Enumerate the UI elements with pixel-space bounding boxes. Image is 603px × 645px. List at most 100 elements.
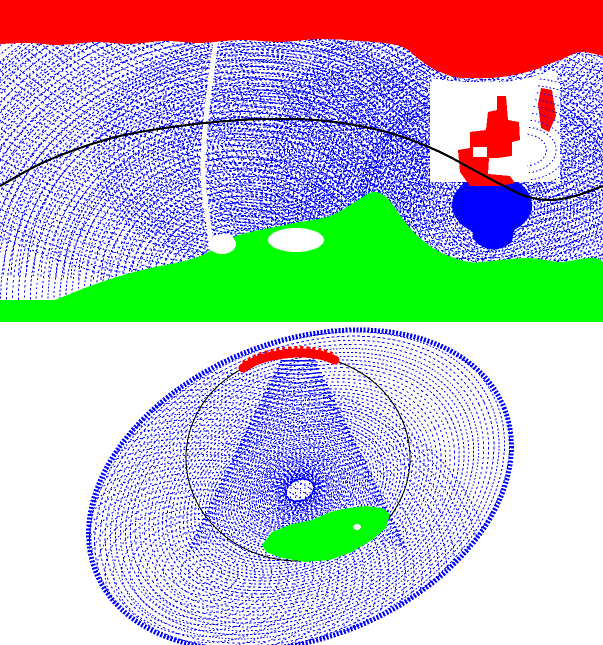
streamline xyxy=(106,173,364,308)
green-patch-hole xyxy=(353,524,361,530)
void-streamlines xyxy=(527,78,603,222)
shell-contour xyxy=(124,359,465,628)
shell-contour xyxy=(139,370,451,616)
streamline xyxy=(263,82,603,211)
streamline xyxy=(142,207,331,306)
streamline xyxy=(0,141,603,226)
red-band-lobe xyxy=(410,0,603,79)
streamline xyxy=(172,85,364,219)
vortex-streamline xyxy=(40,406,440,645)
shell-contour xyxy=(161,388,429,598)
bottom-panel-canvas xyxy=(0,322,603,645)
vortex-streamline xyxy=(87,489,323,645)
streamline xyxy=(91,7,509,81)
streamline xyxy=(13,55,587,157)
shell-contour xyxy=(270,469,327,513)
streamline xyxy=(0,125,603,214)
streamline xyxy=(43,36,557,128)
streamline xyxy=(226,123,310,181)
meridian-streamline xyxy=(309,360,379,542)
streamline xyxy=(23,94,442,313)
streamline xyxy=(118,184,353,308)
streamline xyxy=(528,126,557,174)
meridian-streamline xyxy=(236,360,290,539)
meridian-streamline xyxy=(258,360,293,537)
shell-contour xyxy=(157,384,434,602)
shell-contour xyxy=(194,412,398,573)
vortex-streamline xyxy=(162,542,248,602)
streamline xyxy=(49,33,551,122)
streamline xyxy=(19,51,581,151)
green-surface-hole xyxy=(208,234,236,254)
streamline xyxy=(0,206,603,278)
shell-contour xyxy=(197,415,395,570)
vortex-streamline xyxy=(146,530,264,614)
shell-contour xyxy=(282,477,316,504)
shell-contour xyxy=(186,407,406,579)
meridian-streamline xyxy=(299,360,314,536)
meridian-streamline xyxy=(300,360,320,536)
green-baseline xyxy=(0,300,603,322)
streamline xyxy=(142,65,394,239)
meridian-streamline xyxy=(308,360,370,541)
meridian-streamline xyxy=(288,360,298,536)
vortex-streamline xyxy=(137,524,273,620)
meridian-streamline xyxy=(282,360,297,536)
streamline xyxy=(83,150,386,310)
streamline xyxy=(0,39,487,163)
streamline xyxy=(255,143,281,161)
vortex-streamline xyxy=(129,518,281,626)
shell-contour xyxy=(148,378,442,609)
shell-contour xyxy=(94,335,495,645)
streamline xyxy=(29,99,436,313)
streamline xyxy=(130,195,342,307)
streamline xyxy=(0,148,603,232)
meridian-streamline xyxy=(303,360,338,537)
streamline xyxy=(63,123,407,278)
meridian-streamline xyxy=(193,359,283,549)
shell-contour xyxy=(134,367,456,620)
streamline xyxy=(448,169,536,247)
streamline xyxy=(0,45,481,178)
streamline xyxy=(112,0,488,64)
streamline xyxy=(432,154,552,262)
meridian-streamline xyxy=(276,360,296,536)
shell-contour xyxy=(267,466,330,516)
streamline xyxy=(438,160,546,256)
streamline xyxy=(3,71,457,275)
streamline xyxy=(103,38,433,266)
shell-contour xyxy=(120,355,470,632)
dense-blue-wedge xyxy=(462,186,522,250)
shell-contour xyxy=(153,381,438,605)
shell-contour xyxy=(178,401,413,585)
shell-contour xyxy=(261,463,335,520)
shell-rim xyxy=(86,327,514,645)
black-contour-arc xyxy=(0,117,603,202)
top-panel-canvas xyxy=(0,0,603,322)
streamline xyxy=(179,99,603,280)
shell-contour xyxy=(99,339,490,645)
top-panel xyxy=(0,0,603,322)
streamline xyxy=(168,215,321,284)
streamline xyxy=(93,149,383,280)
streamline xyxy=(0,192,603,266)
bottom-panel xyxy=(0,322,603,645)
streamline xyxy=(0,199,603,272)
red-cap-arc xyxy=(238,348,340,373)
shell-contour xyxy=(285,478,314,502)
meridian-streamline xyxy=(307,360,365,540)
meridian-streamline xyxy=(298,360,308,536)
vortex-streamline xyxy=(40,453,373,645)
meridian-streamline xyxy=(301,360,326,536)
streamline xyxy=(160,208,328,284)
streamline xyxy=(40,104,426,277)
vortex-streamline xyxy=(95,495,314,645)
meridian-streamline xyxy=(213,360,286,543)
green-patch xyxy=(262,506,390,562)
meridian-streamline xyxy=(217,360,287,542)
meridian-streamline xyxy=(298,360,302,536)
streamline xyxy=(157,75,379,229)
shell-contour xyxy=(272,470,325,512)
streamline xyxy=(288,77,603,191)
